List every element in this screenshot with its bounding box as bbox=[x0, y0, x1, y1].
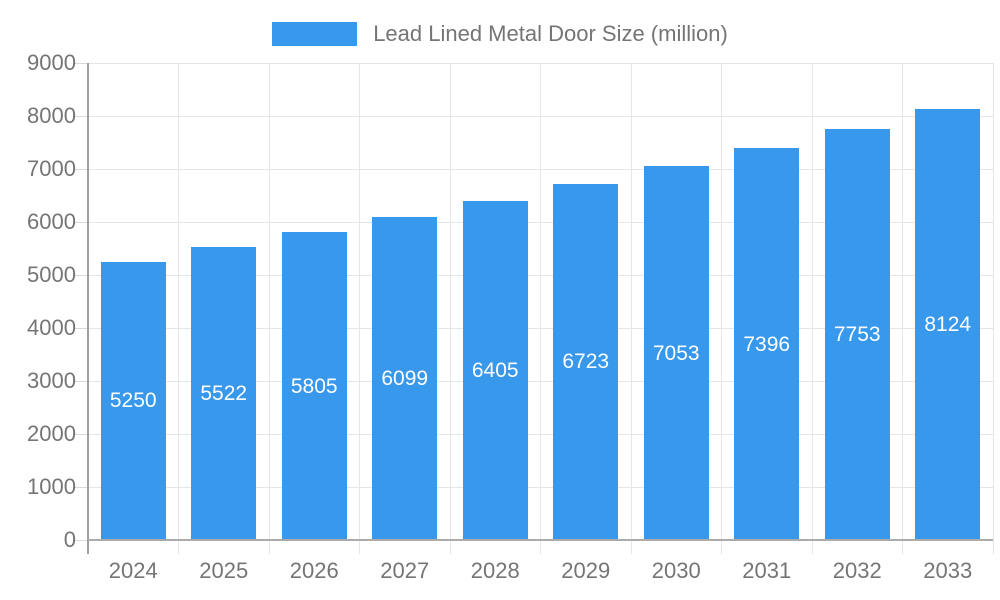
y-axis-tick bbox=[75, 433, 88, 435]
y-axis-tick bbox=[75, 539, 88, 541]
x-gridline bbox=[811, 63, 813, 554]
y-tick-label: 0 bbox=[63, 527, 76, 552]
x-tick-label: 2025 bbox=[199, 558, 249, 583]
legend-label: Lead Lined Metal Door Size (million) bbox=[373, 21, 728, 46]
x-gridline bbox=[630, 63, 632, 554]
bar-value-label: 7753 bbox=[833, 323, 881, 347]
y-axis-tick bbox=[75, 62, 88, 64]
bar-value-label: 7053 bbox=[652, 341, 700, 365]
bar[interactable]: 5522 bbox=[191, 247, 257, 540]
y-axis-tick bbox=[75, 274, 88, 276]
x-gridline bbox=[540, 63, 541, 554]
y-tick-label: 1000 bbox=[27, 474, 76, 499]
bar-value-label: 5522 bbox=[200, 382, 248, 406]
x-gridline bbox=[449, 63, 451, 554]
bar[interactable]: 6723 bbox=[553, 183, 619, 540]
bar[interactable]: 7396 bbox=[734, 148, 800, 540]
bar-value-label: 8124 bbox=[924, 313, 972, 337]
bar[interactable]: 5250 bbox=[100, 261, 166, 540]
legend-swatch bbox=[272, 22, 358, 46]
y-axis-tick bbox=[75, 486, 88, 488]
bar[interactable]: 6405 bbox=[462, 200, 528, 540]
bar[interactable]: 8124 bbox=[915, 109, 981, 540]
y-axis-tick bbox=[75, 168, 88, 170]
x-axis-line bbox=[88, 539, 993, 541]
x-tick-label: 2028 bbox=[470, 558, 520, 583]
y-axis-tick bbox=[75, 380, 88, 382]
x-gridline bbox=[721, 63, 722, 554]
x-gridline bbox=[359, 63, 360, 554]
y-tick-label: 9000 bbox=[27, 50, 76, 75]
y-axis-tick bbox=[75, 327, 88, 329]
y-tick-label: 7000 bbox=[27, 156, 76, 181]
y-tick-label: 6000 bbox=[27, 209, 76, 234]
y-tick-label: 2000 bbox=[27, 421, 76, 446]
y-tick-label: 4000 bbox=[27, 315, 76, 340]
x-tick-label: 2026 bbox=[289, 558, 339, 583]
bar-value-label: 5250 bbox=[109, 389, 157, 413]
x-tick-label: 2027 bbox=[380, 558, 430, 583]
x-gridline bbox=[178, 63, 179, 554]
bar[interactable]: 6099 bbox=[372, 216, 438, 540]
x-tick-label: 2031 bbox=[742, 558, 792, 583]
y-axis-line bbox=[87, 63, 89, 554]
bar[interactable]: 7053 bbox=[643, 166, 709, 540]
y-tick-label: 3000 bbox=[27, 368, 76, 393]
x-tick-label: 2030 bbox=[651, 558, 701, 583]
bar-value-label: 6405 bbox=[471, 358, 519, 382]
y-axis-tick bbox=[75, 115, 88, 117]
y-axis-tick bbox=[75, 221, 88, 223]
x-gridline bbox=[268, 63, 270, 554]
bar-value-label: 7396 bbox=[743, 332, 791, 356]
x-tick-label: 2024 bbox=[108, 558, 158, 583]
bar-value-label: 6099 bbox=[381, 366, 429, 390]
bar[interactable]: 5805 bbox=[281, 232, 347, 540]
legend[interactable]: Lead Lined Metal Door Size (million) bbox=[0, 20, 1000, 48]
plot-area: 5250 5522 5805 6099 6405 6723 7053 7396 7753 8124 bbox=[75, 62, 994, 554]
x-gridline bbox=[992, 63, 994, 554]
x-tick-label: 2029 bbox=[561, 558, 611, 583]
bar-value-label: 6723 bbox=[562, 350, 610, 374]
x-gridline bbox=[902, 63, 903, 554]
bar-value-label: 5805 bbox=[290, 374, 338, 398]
x-tick-label: 2032 bbox=[832, 558, 882, 583]
x-tick-label: 2033 bbox=[923, 558, 973, 583]
bar[interactable]: 7753 bbox=[824, 129, 890, 540]
y-tick-label: 5000 bbox=[27, 262, 76, 287]
y-tick-label: 8000 bbox=[27, 103, 76, 128]
